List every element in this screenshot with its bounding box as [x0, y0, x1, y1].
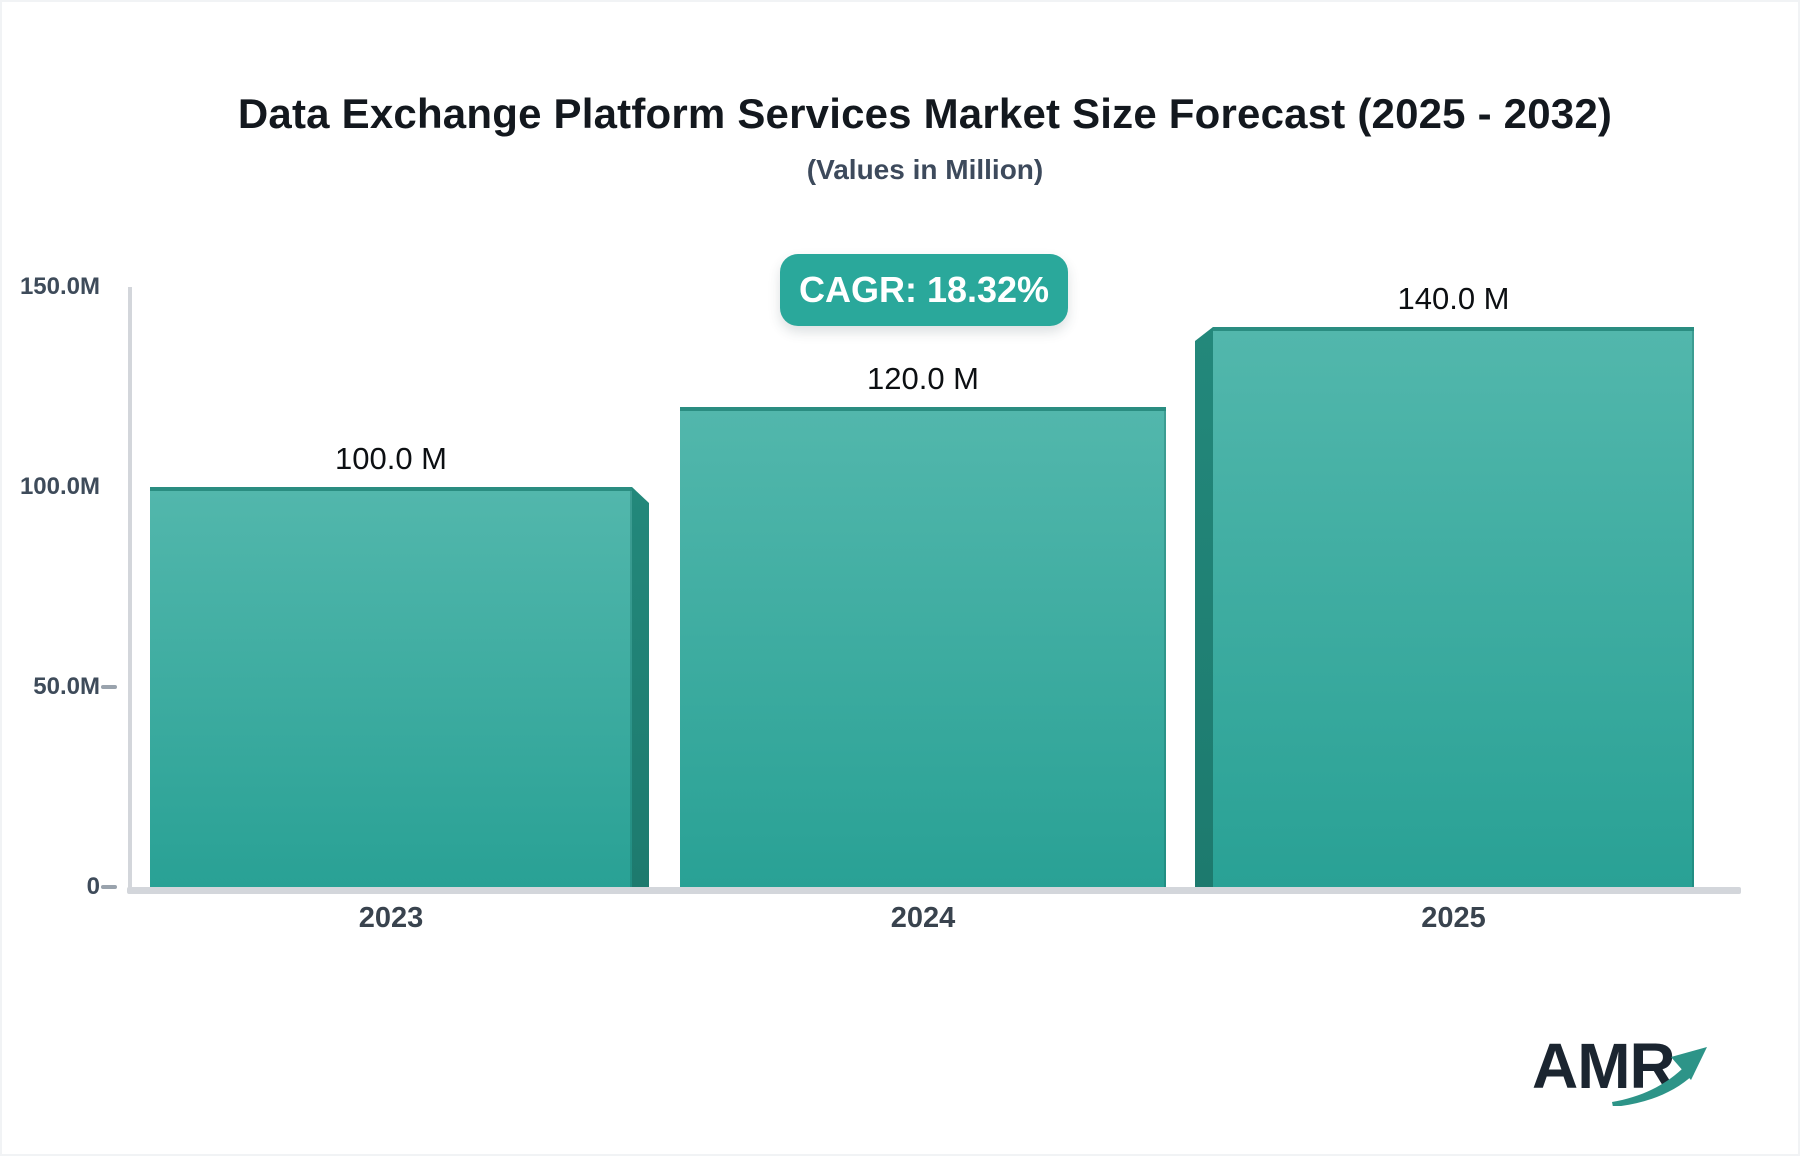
- axis-tick: [101, 685, 117, 689]
- bar-group-2023: 100.0 M 2023: [150, 441, 649, 933]
- bar-value-label: 100.0 M: [334, 441, 447, 476]
- bar-value-label: 140.0 M: [1397, 281, 1510, 316]
- y-axis-label: 150.0M: [19, 273, 100, 300]
- bar-group-2024: 120.0 M 2024: [680, 361, 1166, 933]
- bar-group-2025: 140.0 M 2025: [1195, 281, 1694, 933]
- y-axis-line: [128, 287, 132, 889]
- axis-tick: [101, 885, 117, 889]
- bar-value-label: 120.0 M: [866, 361, 979, 396]
- bar-face: [150, 487, 632, 887]
- growth-arrow-icon: [1612, 1047, 1707, 1106]
- x-axis-label: 2025: [1421, 902, 1486, 934]
- page-subtitle: (Values in Million): [806, 154, 1044, 185]
- amr-logo-text: AMR: [1532, 1030, 1676, 1102]
- bar-3d-side: [632, 487, 649, 887]
- bar-face: [1213, 327, 1694, 887]
- y-axis-label: 100.0M: [19, 473, 100, 500]
- page-title: Data Exchange Platform Services Market S…: [237, 90, 1613, 137]
- x-axis-label: 2024: [890, 902, 956, 934]
- bar-face: [680, 407, 1166, 887]
- bar-3d-side: [1195, 327, 1213, 887]
- x-axis-label: 2023: [358, 902, 424, 934]
- cagr-badge: CAGR: 18.32%: [780, 254, 1068, 326]
- amr-logo: AMR: [1532, 1034, 1752, 1114]
- y-axis-label: 50.0M: [33, 673, 100, 700]
- y-axis-label: 0: [86, 873, 100, 900]
- x-axis-line: [127, 887, 1741, 894]
